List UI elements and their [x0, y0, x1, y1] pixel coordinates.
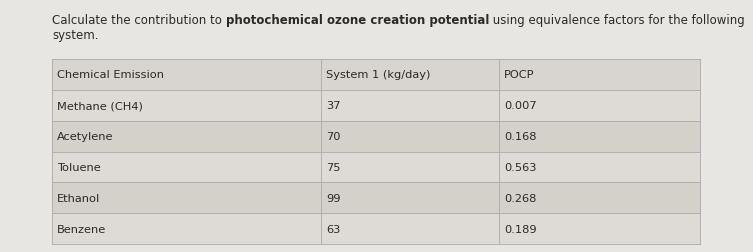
Bar [52, 213, 700, 244]
Text: 0.168: 0.168 [504, 132, 537, 142]
Text: photochemical ozone creation potential: photochemical ozone creation potential [226, 14, 489, 27]
Text: Ethanol: Ethanol [57, 193, 100, 203]
Text: Benzene: Benzene [57, 224, 106, 234]
Text: 75: 75 [326, 162, 340, 172]
Bar [52, 183, 700, 213]
Bar [52, 121, 700, 152]
Text: 70: 70 [326, 132, 340, 142]
Text: Methane (CH4): Methane (CH4) [57, 101, 143, 111]
Text: 0.268: 0.268 [504, 193, 536, 203]
Text: 63: 63 [326, 224, 340, 234]
Text: using equivalence factors for the following: using equivalence factors for the follow… [489, 14, 745, 27]
Text: 37: 37 [326, 101, 340, 111]
Text: System 1 (kg/day): System 1 (kg/day) [326, 70, 430, 80]
Bar [52, 60, 700, 90]
Text: POCP: POCP [504, 70, 535, 80]
Text: 0.189: 0.189 [504, 224, 537, 234]
Bar [52, 152, 700, 183]
Bar [52, 90, 700, 121]
Text: Chemical Emission: Chemical Emission [57, 70, 164, 80]
Text: 0.563: 0.563 [504, 162, 537, 172]
Text: Toluene: Toluene [57, 162, 101, 172]
Text: system.: system. [52, 29, 99, 42]
Text: 99: 99 [326, 193, 340, 203]
Text: Calculate the contribution to: Calculate the contribution to [52, 14, 226, 27]
Text: 0.007: 0.007 [504, 101, 537, 111]
Text: Acetylene: Acetylene [57, 132, 114, 142]
